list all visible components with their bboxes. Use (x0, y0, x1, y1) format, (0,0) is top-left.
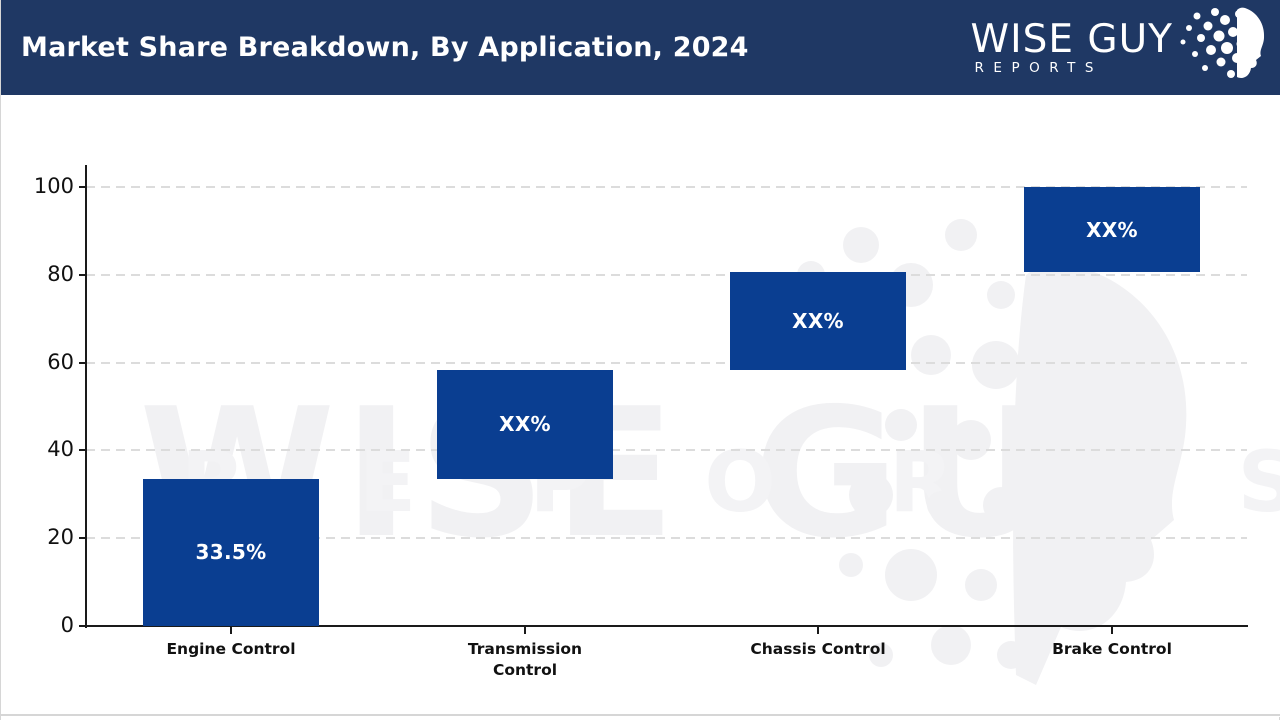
logo-subtitle: REPORTS (974, 59, 1103, 76)
bar-brake-control: XX% (1024, 187, 1200, 273)
y-axis-tick-60 (79, 361, 86, 364)
x-label-1: Transmission Control (467, 640, 583, 679)
bar-value-label: XX% (792, 309, 844, 334)
y-axis-tick-20 (79, 537, 86, 540)
logo-wordmark: WISE GUY (970, 16, 1173, 62)
wise-guy-reports-logo: WISE GUY REPORTS (971, 0, 1280, 95)
y-axis-tick-100 (79, 186, 86, 188)
bar-value-label: XX% (499, 412, 551, 437)
bar-value-label: 33.5% (195, 540, 267, 565)
dotted-face-icon (1175, 4, 1267, 92)
y-tick-label-60: 60 (47, 349, 74, 374)
y-axis-line (85, 165, 87, 628)
gridline-80 (86, 273, 1247, 276)
y-axis-tick-80 (79, 273, 86, 276)
gridline-100 (86, 186, 1247, 188)
gridline-20 (86, 537, 1247, 540)
y-axis-tick-40 (79, 449, 86, 452)
y-tick-label-0: 0 (60, 613, 74, 637)
x-label-0: Engine Control (166, 640, 296, 658)
bar-engine-control: 33.5% (143, 478, 319, 626)
y-tick-label-80: 80 (47, 261, 74, 286)
gridline-60 (86, 361, 1247, 364)
bottom-border (1, 714, 1280, 716)
x-axis-tick-3 (1111, 627, 1113, 634)
x-axis-tick-0 (230, 627, 232, 634)
x-label-3: Brake Control (1052, 640, 1172, 658)
x-label-2: Chassis Control (750, 640, 886, 658)
y-tick-label-100: 100 (33, 174, 74, 198)
y-tick-label-20: 20 (47, 525, 74, 550)
bar-transmission-control: XX% (437, 370, 613, 479)
x-axis-line (85, 625, 1248, 627)
page-title: Market Share Breakdown, By Application, … (21, 32, 749, 63)
x-axis-tick-2 (817, 627, 819, 634)
logo-text: WISE GUY REPORTS (970, 16, 1173, 76)
gridline-40 (86, 449, 1247, 452)
y-axis-tick-0 (79, 625, 86, 627)
watermark-subtitle: R E P O R T S (181, 433, 1280, 531)
header-band: Market Share Breakdown, By Application, … (1, 0, 1280, 95)
x-axis-tick-1 (524, 627, 526, 634)
chart-canvas: WISE GU R E P O R T S 0 20 40 60 80 100 33.5% E… (1, 95, 1280, 717)
y-tick-label-40: 40 (47, 437, 74, 462)
bar-value-label: XX% (1086, 217, 1138, 242)
bar-chassis-control: XX% (730, 272, 906, 371)
